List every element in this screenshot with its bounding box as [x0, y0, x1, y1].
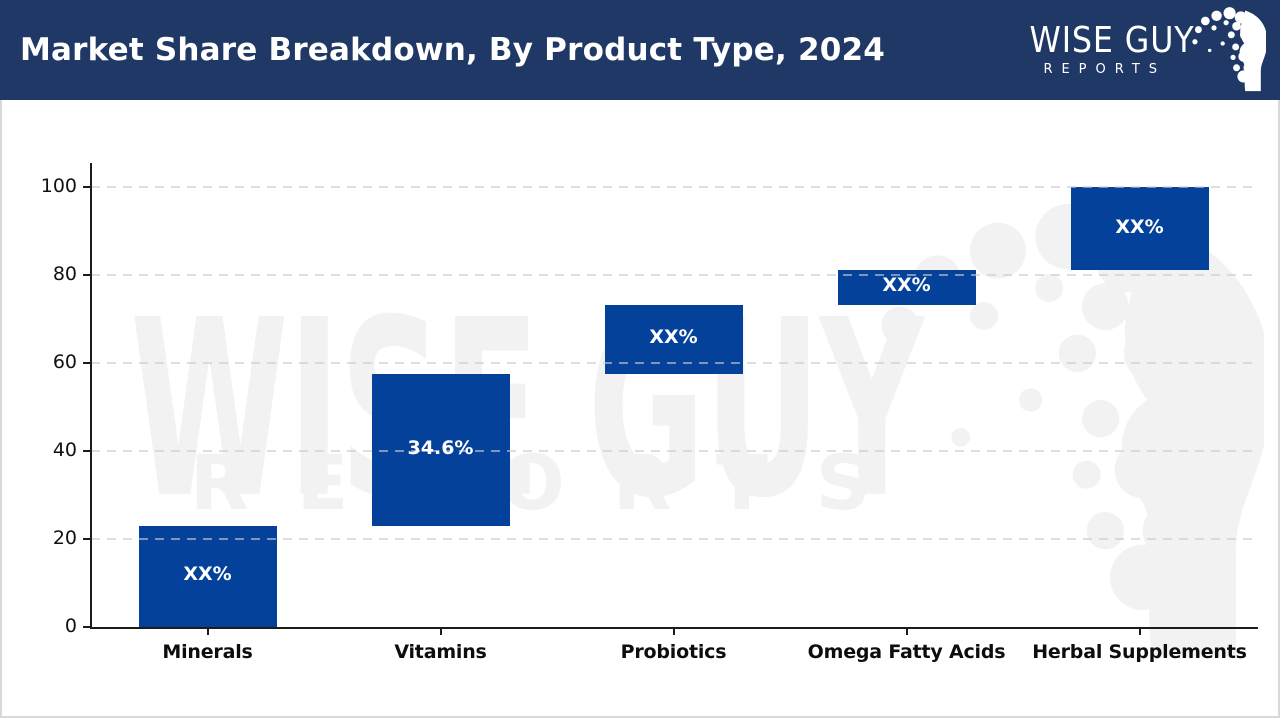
x-tick-label: Probiotics	[620, 641, 727, 663]
y-tick	[83, 626, 91, 628]
y-tick-label: 0	[64, 615, 77, 637]
y-tick-label: 60	[52, 351, 77, 374]
gridline	[91, 362, 1256, 365]
x-tick-label: Herbal Supplements	[1032, 641, 1247, 663]
brand-logo: WISE GUY REPORTS	[1007, 6, 1266, 94]
x-tick-label: Minerals	[162, 641, 253, 663]
bar-value-label: XX%	[183, 563, 232, 586]
bar	[138, 525, 277, 627]
x-tick-label: Vitamins	[394, 641, 487, 663]
y-tick-label: 100	[40, 175, 77, 198]
bar-value-label: XX%	[882, 274, 931, 297]
bar	[1070, 187, 1209, 270]
y-tick	[83, 538, 91, 541]
logo-text: WISE GUY REPORTS	[1007, 20, 1195, 78]
x-tick	[672, 629, 675, 635]
x-tick	[206, 629, 209, 635]
y-axis-line	[90, 163, 92, 629]
bar-value-label: XX%	[649, 326, 698, 349]
logo-subtitle: REPORTS	[1043, 62, 1167, 77]
header: Market Share Breakdown, By Product Type,…	[0, 0, 1280, 100]
x-tick	[1138, 629, 1141, 635]
plot: 0 20 40 60 80 100 XX% 34.6% XX% XX% XX% Minerals Vit…	[2, 100, 1278, 716]
gridline	[91, 186, 1256, 189]
bar	[371, 373, 510, 526]
gridline	[91, 450, 1256, 453]
gridline	[91, 538, 1256, 541]
x-axis-line	[90, 627, 1258, 629]
x-tick-label: Omega Fatty Acids	[807, 641, 1006, 663]
bar-value-label: XX%	[1115, 215, 1164, 238]
y-tick	[83, 450, 91, 453]
gridline	[91, 274, 1256, 277]
y-tick-label: 20	[52, 527, 77, 550]
watermark-subtitle: REPORTS	[190, 438, 919, 527]
bar-value-label: 34.6%	[407, 436, 474, 459]
y-tick	[83, 274, 91, 277]
page-title: Market Share Breakdown, By Product Type,…	[20, 32, 886, 68]
chart-area: WISE GUY REPORTS	[0, 100, 1280, 718]
y-tick	[83, 362, 91, 365]
x-tick	[439, 629, 442, 635]
y-tick	[83, 186, 91, 189]
x-tick	[905, 629, 908, 635]
y-tick-label: 80	[52, 263, 77, 286]
logo-wordmark: WISE GUY	[1029, 20, 1194, 61]
y-tick-label: 40	[52, 439, 77, 462]
logo-face-icon	[1192, 7, 1266, 92]
watermark-wordmark: WISE GUY	[130, 268, 924, 553]
